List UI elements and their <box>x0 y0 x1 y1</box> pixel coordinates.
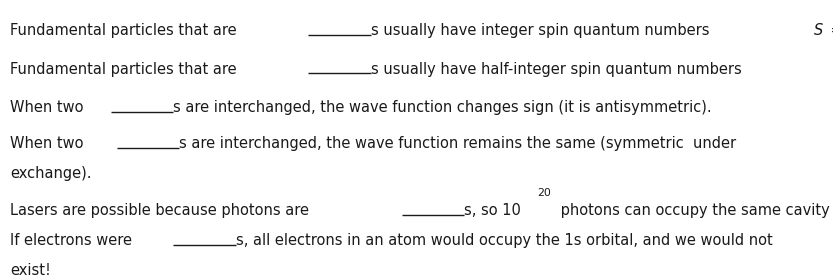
Text: s, so 10: s, so 10 <box>464 203 521 218</box>
Text: S: S <box>814 23 823 38</box>
Text: Lasers are possible because photons are: Lasers are possible because photons are <box>10 203 313 218</box>
Text: s are interchanged, the wave function remains the same (symmetric  under: s are interchanged, the wave function re… <box>179 136 736 152</box>
Text: s are interchanged, the wave function changes sign (it is antisymmetric).: s are interchanged, the wave function ch… <box>173 100 712 115</box>
Text: If electrons were: If electrons were <box>10 233 137 248</box>
Text: Fundamental particles that are: Fundamental particles that are <box>10 62 242 77</box>
Text: exchange).: exchange). <box>10 166 92 181</box>
Text: When two: When two <box>10 136 92 152</box>
Text: Fundamental particles that are: Fundamental particles that are <box>10 23 242 38</box>
Text: exist!: exist! <box>10 262 51 277</box>
Text: s, all electrons in an atom would occupy the 1s orbital, and we would not: s, all electrons in an atom would occupy… <box>236 233 773 248</box>
Text: s usually have integer spin quantum numbers: s usually have integer spin quantum numb… <box>371 23 714 38</box>
Text: photons can occupy the same cavity mode.: photons can occupy the same cavity mode. <box>556 203 833 218</box>
Text: When two: When two <box>10 100 88 115</box>
Text: = 0, 1, 2, ...: = 0, 1, 2, ... <box>826 23 833 38</box>
Text: s usually have half-integer spin quantum numbers: s usually have half-integer spin quantum… <box>371 62 746 77</box>
Text: 20: 20 <box>537 188 551 198</box>
